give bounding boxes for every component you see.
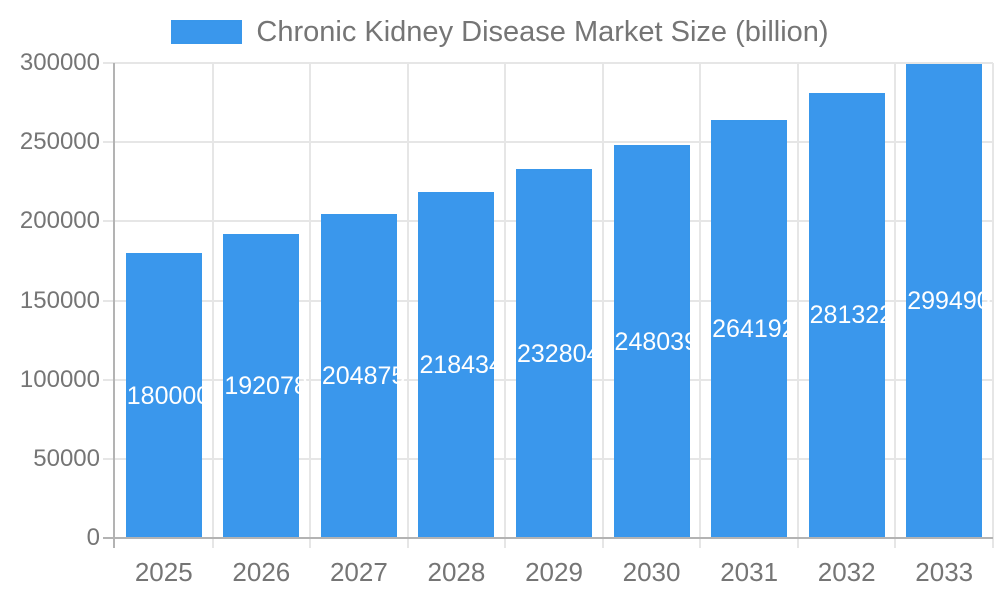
gridline-v [504,63,507,538]
y-axis-label: 100000 [19,365,100,393]
gridline-v [992,63,994,538]
x-axis-label: 2033 [915,557,974,587]
bar-2032[interactable] [808,92,885,538]
legend-swatch [171,20,243,44]
bar-2031[interactable] [711,119,788,538]
bar-2033[interactable] [906,63,983,538]
legend-label: Chronic Kidney Disease Market Size (bill… [256,16,829,48]
gridline-v [211,63,214,538]
bar-value-label: 218434 [419,351,503,380]
y-axis-tick [103,220,115,223]
gridline-v [406,63,409,538]
x-axis-tick [992,538,994,548]
bar-value-label: 192078 [224,371,308,400]
y-axis-label: 150000 [19,286,100,314]
bar-value-label: 248039 [614,327,698,356]
x-axis-label: 2025 [134,557,193,587]
bar-2025[interactable] [125,253,202,538]
x-axis-label: 2028 [427,557,486,587]
x-axis-tick [504,538,507,548]
y-axis-tick [103,141,115,144]
bar-2027[interactable] [320,213,397,538]
gridline-v [699,63,702,538]
gridline-v [601,63,604,538]
y-axis-line [113,63,115,548]
x-axis-tick [406,538,409,548]
x-axis-tick [211,538,214,548]
x-axis-label: 2026 [232,557,291,587]
bar-value-label: 299490 [907,286,991,315]
gridline-h [115,141,993,144]
x-axis-label: 2027 [329,557,388,587]
bar-2028[interactable] [418,192,495,538]
x-axis-tick [699,538,702,548]
x-axis-label: 2029 [525,557,583,587]
y-axis-tick [103,62,115,64]
bar-value-label: 232804 [517,339,601,368]
y-axis-tick [103,299,115,302]
y-axis-label: 50000 [33,444,100,472]
gridline-v [796,63,799,538]
x-axis-label: 2032 [817,557,876,587]
y-axis-tick [103,378,115,381]
y-axis-label: 0 [86,524,100,551]
bar-2029[interactable] [516,169,592,538]
bar-value-label: 264192 [712,314,796,343]
gridline-v [894,63,897,538]
x-axis-label: 2031 [720,557,779,587]
bar-2026[interactable] [223,233,300,538]
chart-legend[interactable]: Chronic Kidney Disease Market Size (bill… [0,17,1000,47]
y-axis-label: 250000 [19,128,100,156]
x-axis-tick [309,538,312,548]
bar-value-label: 281322 [809,301,894,330]
gridline-h [115,62,993,64]
bar-2030[interactable] [613,145,690,538]
y-axis-tick [103,457,115,460]
gridline-v [309,63,312,538]
x-axis-tick [796,538,799,548]
bar-value-label: 204875 [321,361,406,390]
x-axis-tick [601,538,604,548]
y-axis-label: 200000 [19,207,100,235]
x-axis-tick [894,538,897,548]
bar-value-label: 180000 [126,381,211,410]
x-axis-label: 2030 [622,557,681,587]
y-axis-label: 300000 [19,49,100,76]
x-axis-line [103,537,993,539]
